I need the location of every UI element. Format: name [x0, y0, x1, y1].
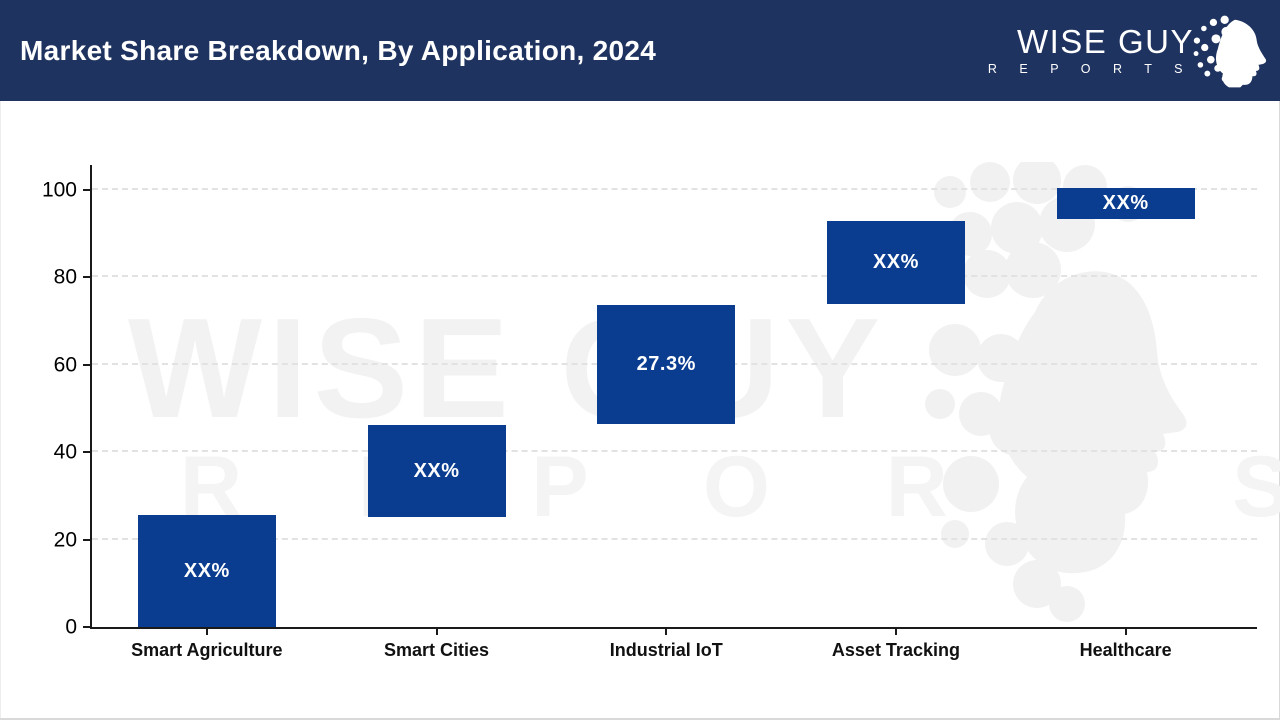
bar-value-label-healthcare: XX% [1102, 192, 1149, 214]
x-category-label-healthcare: Healthcare [1079, 640, 1172, 660]
plot-area: 0 20 40 60 80 100 XX% Smart Agriculture XX% Smart… [42, 165, 1257, 660]
bar-value-label-industrial-iot: 27.3% [636, 352, 696, 375]
x-category-label-smart-agriculture: Smart Agriculture [131, 640, 283, 660]
gridline-y-80 [92, 275, 1257, 277]
page-title: Market Share Breakdown, By Application, … [20, 34, 657, 66]
brand-face-icon [1193, 15, 1267, 87]
bar-asset-tracking: XX% [826, 221, 965, 304]
y-tick-label-60: 60 [53, 353, 77, 376]
bar-smart-agriculture: XX% [137, 515, 276, 627]
bar-industrial-iot: 27.3% [597, 304, 736, 424]
bar-healthcare: XX% [1056, 187, 1195, 220]
y-tick-label-100: 100 [41, 178, 77, 201]
brand-logo-text: WISE GUY R E P O R T S [987, 23, 1194, 77]
y-tick-mark-60 [83, 363, 92, 366]
x-tick-mark-asset-tracking [894, 627, 897, 635]
y-tick-label-0: 0 [65, 615, 77, 639]
gridline-y-40 [92, 450, 1257, 452]
x-category-label-smart-cities: Smart Cities [384, 640, 490, 660]
x-tick-mark-smart-cities [435, 627, 438, 635]
bar-value-label-asset-tracking: XX% [872, 251, 919, 274]
y-tick-label-80: 80 [53, 265, 77, 289]
header-bar: Market Share Breakdown, By Application, … [0, 0, 1280, 101]
bar-value-label-smart-agriculture: XX% [183, 559, 230, 582]
frame-edge-left [0, 101, 1, 718]
x-category-label-asset-tracking: Asset Tracking [831, 640, 960, 660]
x-category-label-industrial-iot: Industrial IoT [609, 640, 723, 660]
y-tick-label-40: 40 [53, 440, 77, 464]
y-tick-mark-0 [83, 626, 92, 628]
gridline-y-100 [92, 187, 1257, 190]
y-tick-mark-40 [83, 451, 92, 453]
x-tick-mark-smart-agriculture [205, 627, 208, 635]
x-tick-mark-industrial-iot [665, 627, 668, 635]
bar-value-label-smart-cities: XX% [413, 459, 460, 482]
brand-logo: WISE GUY R E P O R T S [988, 9, 1280, 93]
y-tick-mark-80 [83, 276, 92, 278]
x-tick-mark-healthcare [1124, 627, 1127, 635]
gridline-y-20 [92, 537, 1257, 540]
brand-subname: R E P O R T S [987, 62, 1192, 76]
y-tick-mark-20 [83, 538, 92, 541]
y-tick-label-20: 20 [53, 528, 77, 551]
watermark-text-line1: WISE GUY [128, 289, 887, 448]
bar-smart-cities: XX% [367, 425, 506, 517]
brand-name: WISE GUY [1016, 23, 1194, 60]
y-tick-mark-100 [83, 188, 92, 191]
